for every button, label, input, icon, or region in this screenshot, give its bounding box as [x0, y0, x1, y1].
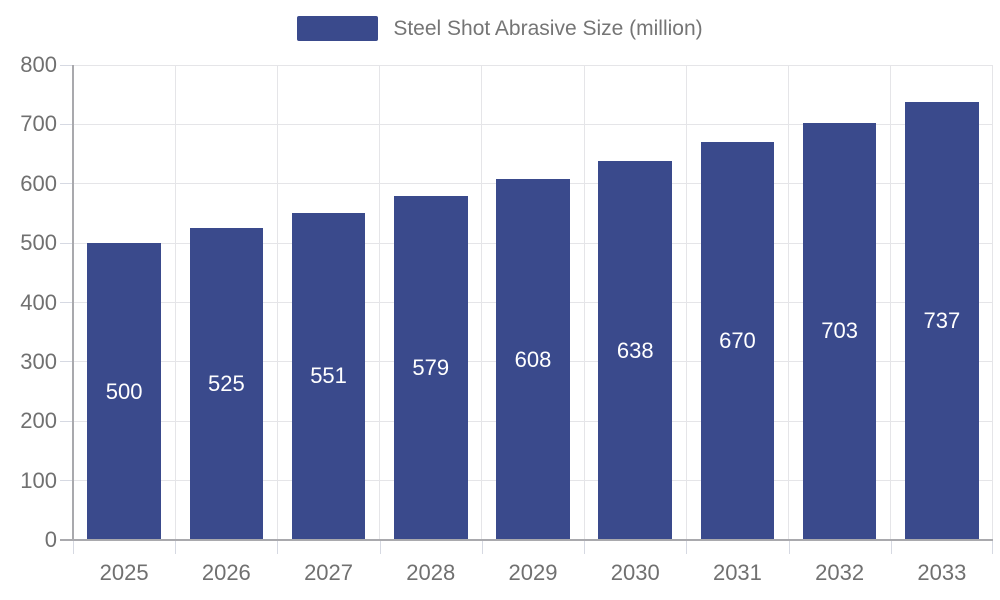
x-tick-label: 2031	[712, 560, 762, 585]
bar-2028: 579	[393, 196, 468, 540]
x-tick-label: 2030	[610, 560, 660, 585]
bar-value-label: 579	[412, 355, 450, 381]
bar-2029: 608	[496, 179, 570, 540]
x-tick-label: 2028	[406, 560, 456, 585]
x-axis-tick	[175, 540, 177, 554]
gridline-vertical	[276, 65, 278, 540]
y-tick-label: 700	[20, 111, 57, 137]
x-axis-tick	[277, 540, 279, 554]
gridline-vertical	[174, 65, 176, 540]
bar-2032: 703	[802, 122, 877, 540]
bar-value-label: 608	[514, 346, 552, 372]
x-axis-line	[60, 539, 993, 541]
y-axis-tick	[60, 361, 73, 363]
y-axis-tick	[60, 64, 73, 66]
y-tick-label: 100	[20, 467, 57, 493]
gridline-horizontal	[73, 64, 993, 66]
legend: Steel Shot Abrasive Size (million)	[0, 16, 1000, 42]
x-axis-tick	[992, 540, 993, 554]
bar-2026: 525	[189, 228, 264, 540]
bar-value-label: 737	[923, 308, 961, 334]
y-axis-tick	[60, 242, 73, 244]
x-axis-tick	[788, 540, 790, 554]
legend-label: Steel Shot Abrasive Size (million)	[393, 17, 703, 40]
y-axis-tick	[60, 302, 73, 303]
y-tick-label: 500	[20, 230, 57, 256]
x-axis-tick	[73, 540, 74, 554]
bar-2025: 500	[87, 243, 161, 540]
gridline-vertical	[788, 65, 790, 540]
x-tick-label: 2027	[304, 560, 354, 585]
x-tick-label: 2029	[508, 560, 558, 585]
x-axis-tick	[584, 540, 586, 554]
y-axis-tick	[60, 183, 73, 185]
bar-value-label: 670	[719, 328, 756, 354]
legend-swatch	[297, 16, 379, 42]
bar-2033: 737	[905, 102, 979, 540]
bar-value-label: 638	[616, 337, 654, 363]
x-tick-label: 2025	[99, 560, 149, 585]
x-tick-label: 2026	[201, 560, 251, 585]
bar-2031: 670	[700, 142, 775, 540]
bar-value-label: 525	[207, 371, 245, 397]
y-tick-label: 400	[20, 289, 57, 315]
y-tick-label: 800	[20, 52, 57, 77]
y-tick-label: 300	[20, 348, 57, 374]
gridline-vertical	[991, 65, 993, 540]
bar-2027: 551	[291, 212, 366, 540]
gridline-vertical	[890, 65, 892, 540]
gridline-vertical	[379, 65, 381, 540]
y-tick-label: 200	[20, 408, 57, 434]
gridline-vertical	[481, 65, 483, 540]
x-axis-tick	[686, 540, 688, 554]
gridline-vertical	[583, 65, 585, 540]
y-axis-tick	[60, 480, 73, 482]
y-axis-tick	[60, 420, 73, 422]
gridline-horizontal	[73, 123, 993, 125]
x-tick-label: 2032	[815, 560, 865, 585]
x-axis-tick	[481, 540, 483, 554]
y-axis-tick	[60, 123, 73, 125]
y-tick-label: 0	[44, 527, 57, 552]
y-tick-label: 600	[20, 170, 57, 196]
x-axis-tick	[379, 540, 381, 554]
bar-value-label: 500	[105, 378, 143, 404]
y-axis-line	[72, 65, 74, 540]
legend-item[interactable]: Steel Shot Abrasive Size (million)	[297, 16, 703, 42]
gridline-vertical	[685, 65, 687, 540]
plot-area: 500 525 551 579 608 638 670 703 737	[73, 64, 993, 540]
bar-value-label: 703	[821, 318, 859, 344]
bar-2030: 638	[598, 161, 673, 540]
x-tick-label: 2033	[917, 560, 967, 585]
x-axis-tick	[890, 540, 892, 554]
bar-value-label: 551	[310, 363, 347, 389]
